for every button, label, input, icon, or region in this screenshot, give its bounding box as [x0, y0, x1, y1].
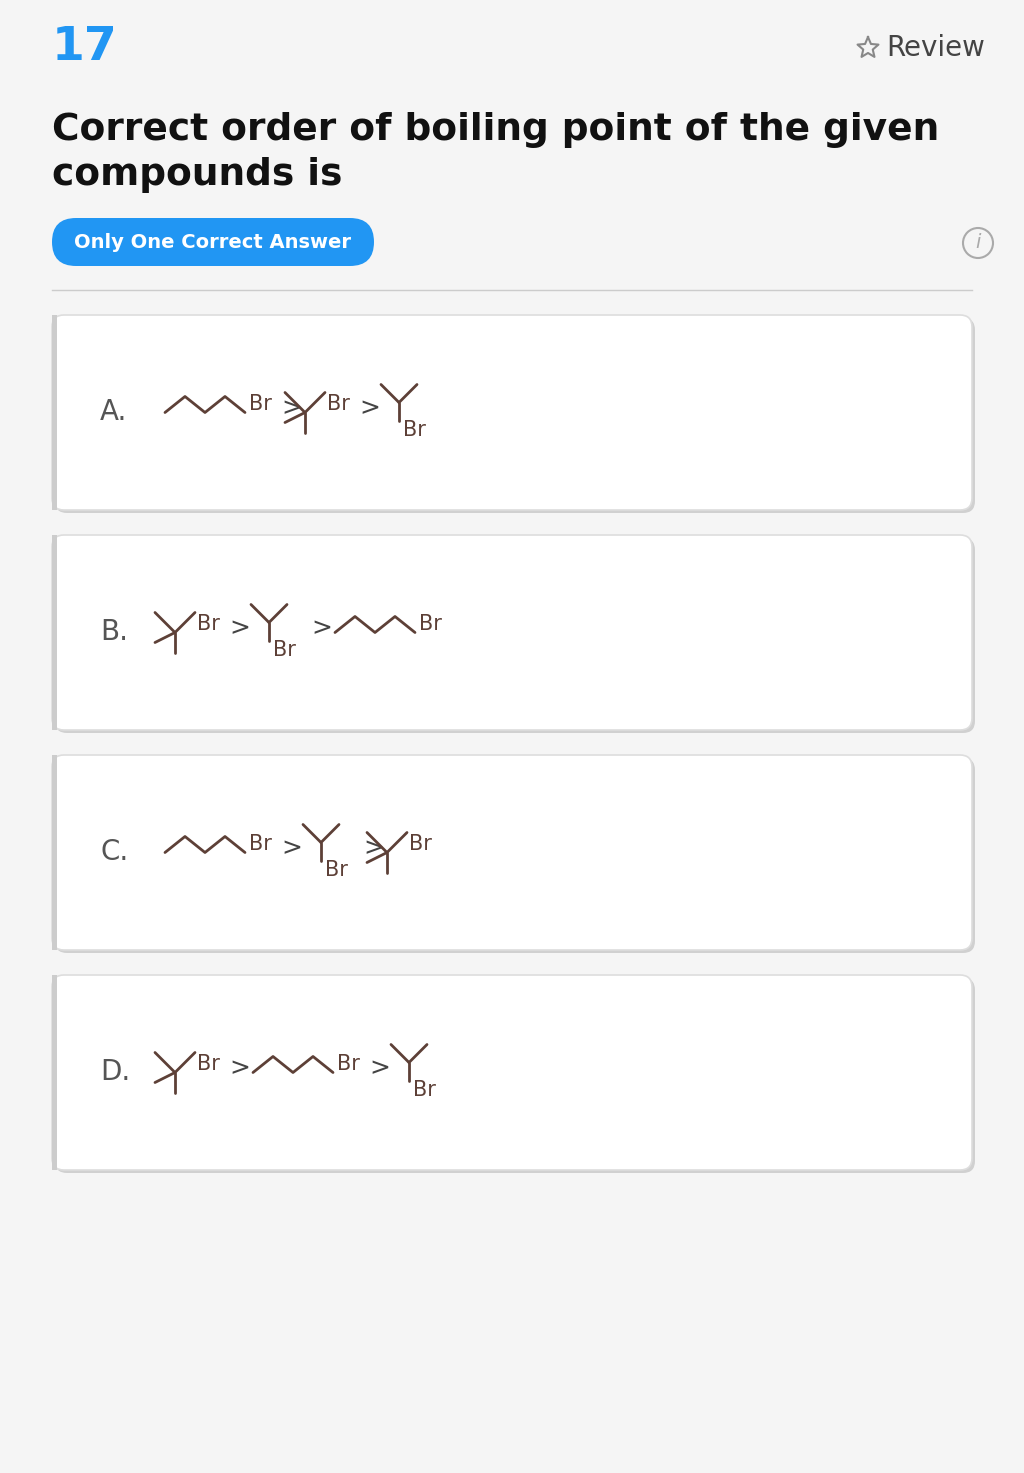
- FancyBboxPatch shape: [52, 218, 374, 267]
- Text: >: >: [229, 1056, 250, 1081]
- Text: >: >: [281, 396, 302, 420]
- Text: >: >: [359, 396, 380, 420]
- Text: compounds is: compounds is: [52, 158, 342, 193]
- Text: Br: Br: [273, 641, 296, 660]
- Text: A.: A.: [100, 399, 127, 427]
- Text: Br: Br: [327, 395, 350, 414]
- Text: Br: Br: [197, 1055, 220, 1074]
- FancyBboxPatch shape: [55, 759, 975, 953]
- Text: >: >: [369, 1056, 390, 1081]
- FancyBboxPatch shape: [55, 318, 975, 513]
- Text: Correct order of boiling point of the given: Correct order of boiling point of the gi…: [52, 112, 939, 147]
- Text: Br: Br: [325, 860, 348, 881]
- FancyBboxPatch shape: [52, 535, 972, 731]
- FancyBboxPatch shape: [52, 315, 972, 510]
- Text: Br: Br: [197, 614, 220, 635]
- Text: Br: Br: [413, 1081, 436, 1100]
- Text: >: >: [311, 617, 332, 641]
- Bar: [52, 315, 57, 510]
- Text: Br: Br: [419, 614, 442, 635]
- Bar: [52, 756, 57, 950]
- Text: Br: Br: [249, 395, 272, 414]
- Text: >: >: [229, 617, 250, 641]
- Text: B.: B.: [100, 619, 128, 647]
- FancyBboxPatch shape: [55, 978, 975, 1173]
- Text: Only One Correct Answer: Only One Correct Answer: [75, 234, 351, 252]
- Bar: [52, 975, 57, 1170]
- Text: D.: D.: [100, 1059, 130, 1087]
- FancyBboxPatch shape: [52, 975, 972, 1170]
- Text: 17: 17: [52, 25, 118, 71]
- Text: >: >: [362, 837, 384, 860]
- Text: >: >: [281, 837, 302, 860]
- Text: Br: Br: [249, 835, 272, 854]
- Text: C.: C.: [100, 838, 128, 866]
- Bar: [52, 535, 57, 731]
- FancyBboxPatch shape: [55, 538, 975, 734]
- Text: i: i: [975, 234, 981, 252]
- Text: Review: Review: [886, 34, 985, 62]
- Text: Br: Br: [403, 420, 426, 440]
- FancyBboxPatch shape: [52, 756, 972, 950]
- Text: Br: Br: [337, 1055, 359, 1074]
- Text: Br: Br: [409, 835, 432, 854]
